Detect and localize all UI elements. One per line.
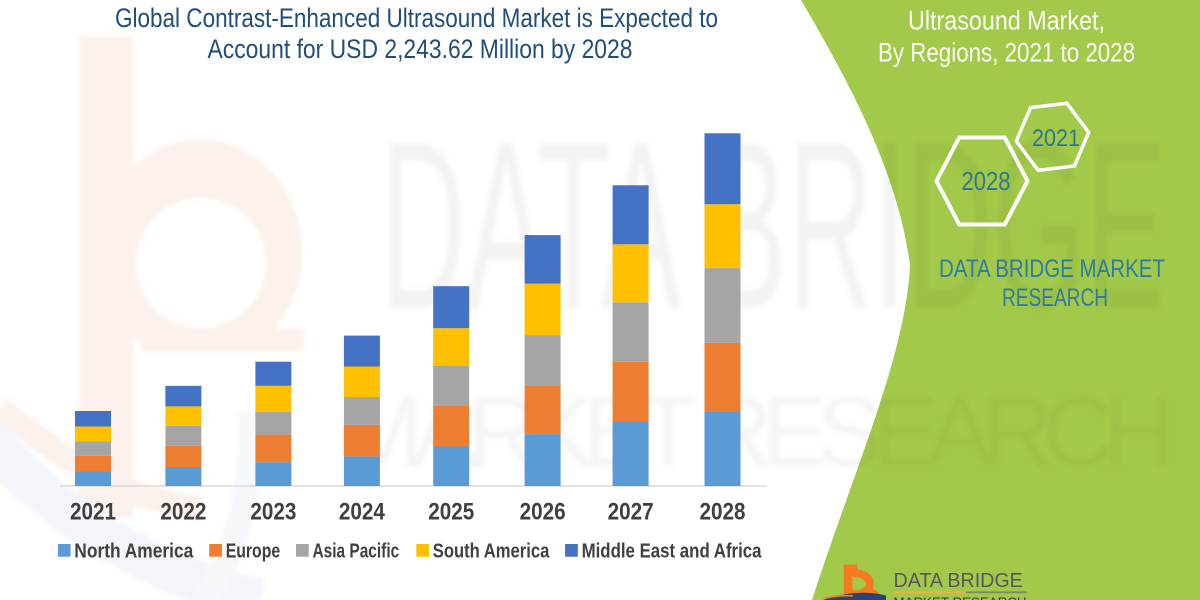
svg-text:South America: South America bbox=[433, 541, 550, 563]
svg-text:2028: 2028 bbox=[962, 166, 1011, 196]
svg-text:Account for USD 2,243.62 Milli: Account for USD 2,243.62 Million by 2028 bbox=[208, 34, 633, 64]
svg-text:Asia Pacific: Asia Pacific bbox=[313, 541, 400, 563]
svg-text:2027: 2027 bbox=[608, 499, 654, 526]
svg-text:MARKET RESEARCH: MARKET RESEARCH bbox=[894, 595, 1027, 600]
svg-text:2021: 2021 bbox=[1032, 125, 1080, 152]
svg-text:North America: North America bbox=[74, 541, 194, 563]
svg-text:2026: 2026 bbox=[520, 499, 566, 526]
svg-text:2028: 2028 bbox=[700, 499, 746, 526]
svg-text:DATA BRIDGE MARKET: DATA BRIDGE MARKET bbox=[939, 255, 1165, 283]
svg-text:2024: 2024 bbox=[339, 499, 386, 526]
svg-text:2023: 2023 bbox=[250, 499, 296, 526]
svg-text:2025: 2025 bbox=[428, 499, 474, 526]
svg-text:Middle East and Africa: Middle East and Africa bbox=[582, 541, 763, 563]
svg-text:2022: 2022 bbox=[160, 499, 206, 526]
svg-text:Ultrasound Market,: Ultrasound Market, bbox=[908, 6, 1105, 36]
svg-text:RESEARCH: RESEARCH bbox=[1002, 284, 1108, 312]
svg-text:2021: 2021 bbox=[70, 499, 116, 526]
svg-text:By Regions, 2021 to 2028: By Regions, 2021 to 2028 bbox=[878, 38, 1135, 68]
svg-text:Global Contrast-Enhanced Ultra: Global Contrast-Enhanced Ultrasound Mark… bbox=[115, 3, 718, 33]
svg-text:DATA BRIDGE: DATA BRIDGE bbox=[894, 570, 1023, 592]
svg-text:Europe: Europe bbox=[226, 541, 281, 563]
